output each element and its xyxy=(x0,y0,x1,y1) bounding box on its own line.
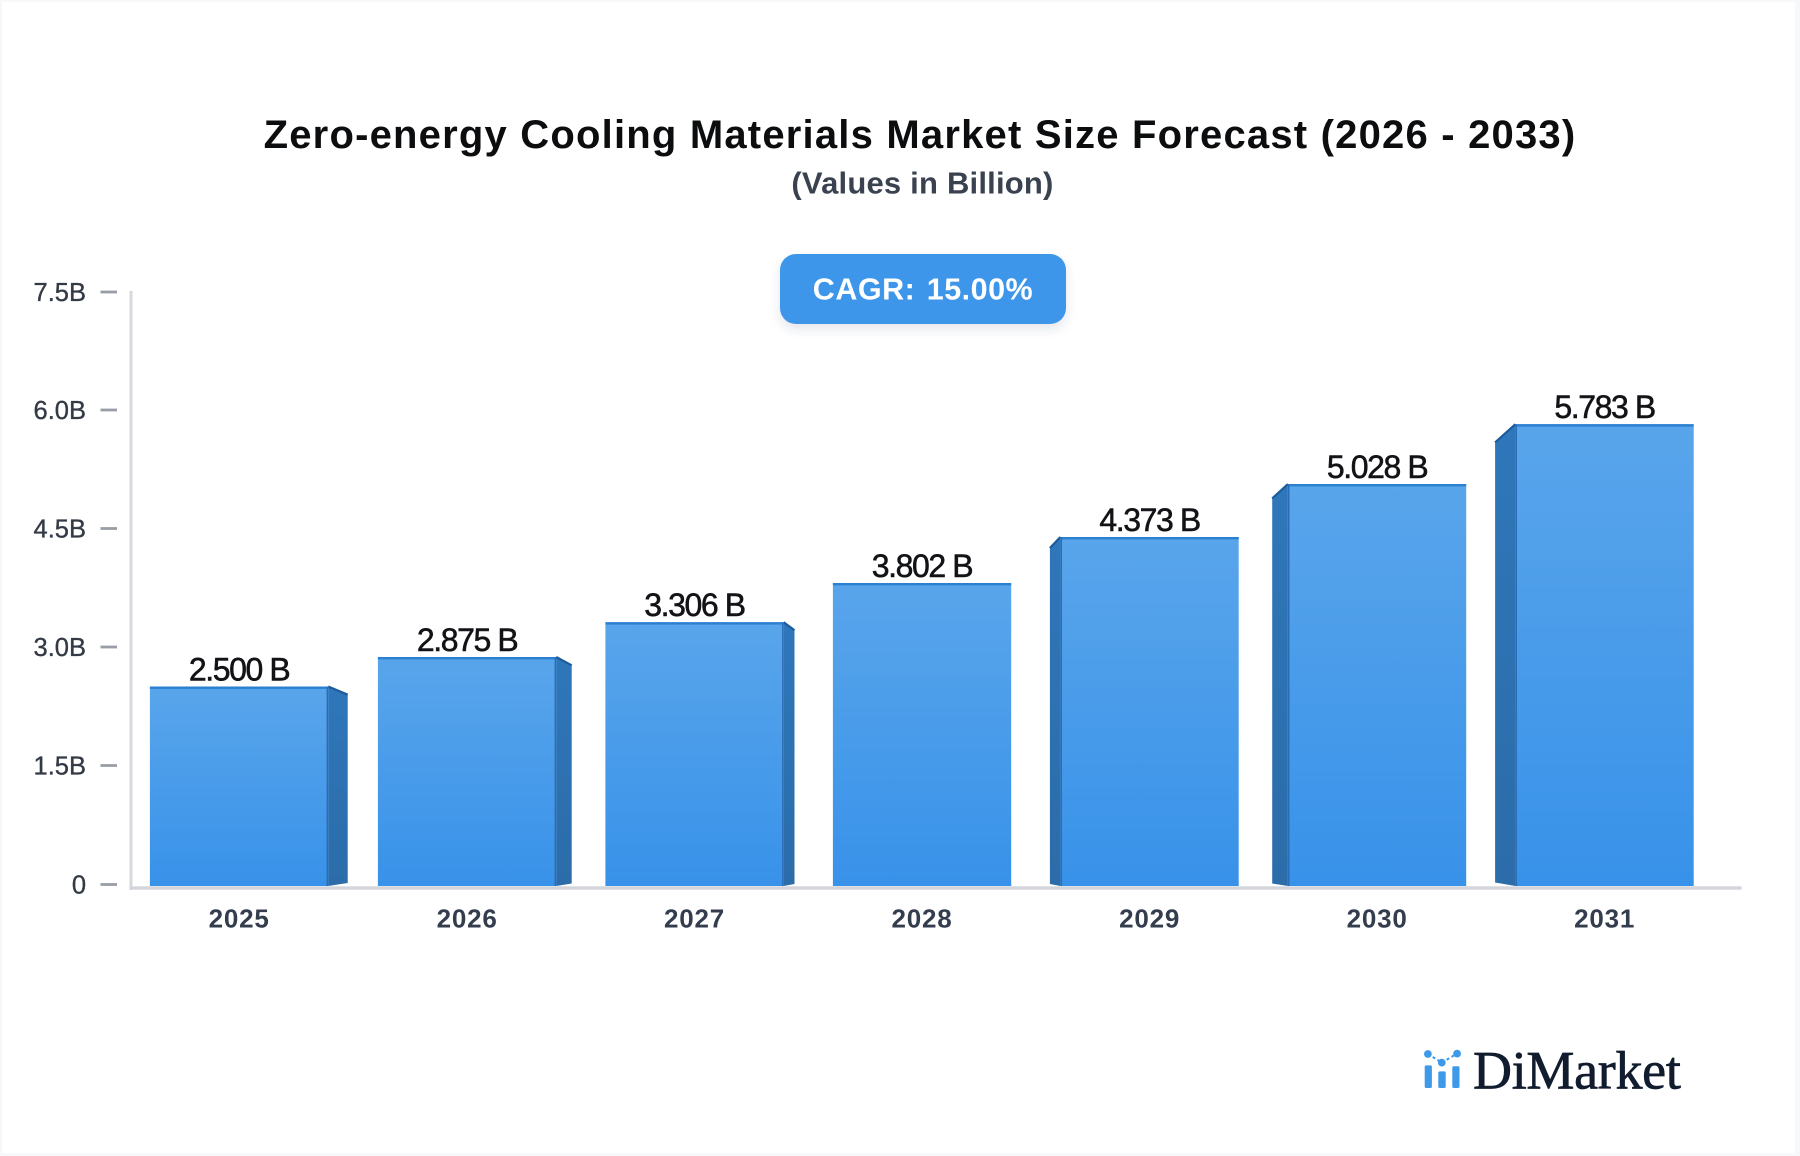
svg-text:0: 0 xyxy=(72,872,86,900)
svg-text:4.5B: 4.5B xyxy=(34,516,86,544)
svg-text:2031: 2031 xyxy=(1574,904,1635,934)
svg-text:1.5B: 1.5B xyxy=(34,753,86,781)
svg-text:DiMarket: DiMarket xyxy=(1473,1040,1681,1100)
svg-text:4.373 B: 4.373 B xyxy=(1099,502,1200,538)
svg-text:2.875 B: 2.875 B xyxy=(417,622,518,658)
svg-text:3.0B: 3.0B xyxy=(34,634,86,662)
svg-text:5.783 B: 5.783 B xyxy=(1554,389,1655,425)
svg-text:3.802 B: 3.802 B xyxy=(872,548,973,584)
svg-text:2028: 2028 xyxy=(891,904,952,934)
svg-text:2026: 2026 xyxy=(437,904,498,934)
svg-text:2029: 2029 xyxy=(1119,904,1180,934)
svg-text:6.0B: 6.0B xyxy=(34,397,86,425)
svg-text:(Values in Billion): (Values in Billion) xyxy=(791,166,1053,201)
svg-text:Zero-energy Cooling Materials: Zero-energy Cooling Materials Market Siz… xyxy=(264,113,1577,157)
svg-text:2025: 2025 xyxy=(209,904,270,934)
svg-text:3.306 B: 3.306 B xyxy=(644,587,745,623)
svg-text:CAGR: 15.00%: CAGR: 15.00% xyxy=(813,273,1033,307)
svg-text:2027: 2027 xyxy=(664,904,725,934)
svg-text:2030: 2030 xyxy=(1347,904,1408,934)
svg-text:2.500 B: 2.500 B xyxy=(189,652,290,688)
svg-text:7.5B: 7.5B xyxy=(34,279,86,307)
svg-text:5.028 B: 5.028 B xyxy=(1327,449,1428,485)
